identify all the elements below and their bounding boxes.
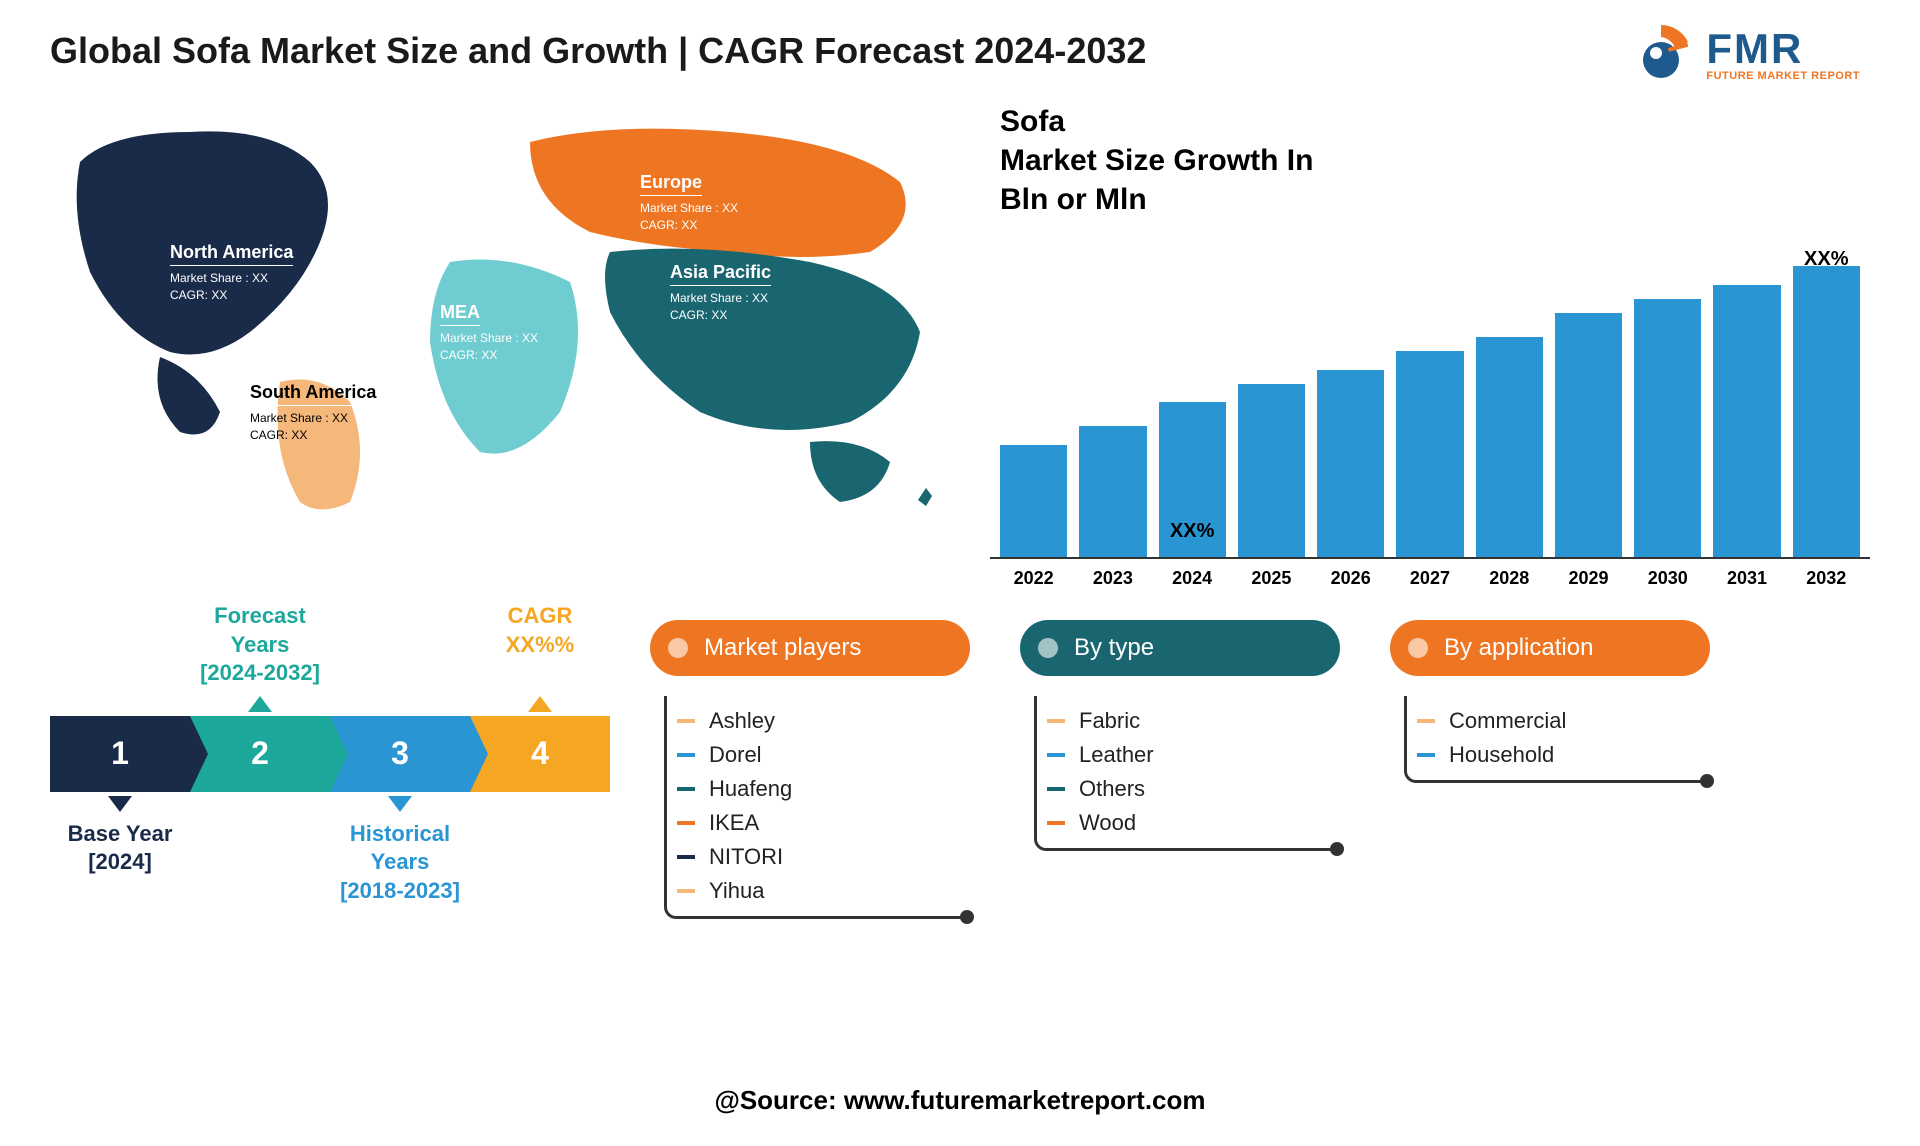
list-item: Dorel bbox=[667, 738, 970, 772]
timeline-seg-3: 3 bbox=[330, 716, 470, 792]
category-section: Market players AshleyDorelHuafengIKEANIT… bbox=[650, 620, 1710, 919]
bar-2027: 2027 bbox=[1396, 351, 1463, 557]
logo-text-sub: FUTURE MARKET REPORT bbox=[1706, 70, 1860, 82]
arrow-up-icon bbox=[248, 696, 272, 712]
region-label-asia-pacific: Asia PacificMarket Share : XXCAGR: XX bbox=[670, 262, 771, 324]
category-pill: Market players bbox=[650, 620, 970, 676]
timeline-label-top: Forecast Years[2024-2032] bbox=[190, 602, 330, 688]
dot-icon bbox=[1038, 638, 1058, 658]
arrow-up-icon bbox=[528, 696, 552, 712]
world-map: North AmericaMarket Share : XXCAGR: XX So… bbox=[50, 102, 950, 522]
list-item: Fabric bbox=[1037, 704, 1340, 738]
category-pill: By application bbox=[1390, 620, 1710, 676]
list-item: Ashley bbox=[667, 704, 970, 738]
dot-icon bbox=[668, 638, 688, 658]
category-by-application: By application CommercialHousehold bbox=[1390, 620, 1710, 919]
source-attribution: @Source: www.futuremarketreport.com bbox=[0, 1085, 1920, 1116]
bar-2032: 2032XX% bbox=[1793, 266, 1860, 557]
bar-2026: 2026 bbox=[1317, 370, 1384, 558]
region-label-europe: EuropeMarket Share : XXCAGR: XX bbox=[640, 172, 738, 234]
timeline-seg-1: 1 bbox=[50, 716, 190, 792]
timeline-label-top: CAGRXX%% bbox=[470, 602, 610, 659]
timeline-seg-4: 4 bbox=[470, 716, 610, 792]
fmr-logo-icon bbox=[1626, 20, 1696, 90]
fmr-logo: FMR FUTURE MARKET REPORT bbox=[1626, 20, 1860, 90]
arrow-down-icon bbox=[388, 796, 412, 812]
category-list: FabricLeatherOthersWood bbox=[1034, 696, 1340, 851]
region-label-mea: MEAMarket Share : XXCAGR: XX bbox=[440, 302, 538, 364]
bar-2028: 2028 bbox=[1476, 337, 1543, 557]
bar-2022: 2022 bbox=[1000, 445, 1067, 558]
category-list: CommercialHousehold bbox=[1404, 696, 1710, 783]
list-item: Huafeng bbox=[667, 772, 970, 806]
region-label-north-america: North AmericaMarket Share : XXCAGR: XX bbox=[170, 242, 293, 304]
list-item: Wood bbox=[1037, 806, 1340, 840]
arrow-down-icon bbox=[108, 796, 132, 812]
bar-annotation: XX% bbox=[1170, 520, 1214, 543]
bar-2025: 2025 bbox=[1238, 384, 1305, 557]
timeline-label-bottom: Base Year[2024] bbox=[50, 820, 190, 877]
timeline-seg-2: 2 bbox=[190, 716, 330, 792]
bar-annotation: XX% bbox=[1804, 248, 1848, 271]
chart-title: Sofa Market Size Growth In Bln or Mln bbox=[1000, 102, 1870, 219]
category-list: AshleyDorelHuafengIKEANITORIYihua bbox=[664, 696, 970, 919]
bar-chart: 202220232024XX%2025202620272028202920302… bbox=[990, 239, 1870, 559]
region-label-south-america: South AmericaMarket Share : XXCAGR: XX bbox=[250, 382, 376, 444]
list-item: Others bbox=[1037, 772, 1340, 806]
bar-2024: 2024XX% bbox=[1159, 402, 1226, 557]
logo-text-main: FMR bbox=[1706, 28, 1860, 70]
category-by-type: By type FabricLeatherOthersWood bbox=[1020, 620, 1340, 919]
list-item: IKEA bbox=[667, 806, 970, 840]
list-item: Commercial bbox=[1407, 704, 1710, 738]
list-item: Household bbox=[1407, 738, 1710, 772]
list-item: Yihua bbox=[667, 874, 970, 908]
bar-2029: 2029 bbox=[1555, 313, 1622, 557]
category-pill: By type bbox=[1020, 620, 1340, 676]
category-market-players: Market players AshleyDorelHuafengIKEANIT… bbox=[650, 620, 970, 919]
timeline: Forecast Years[2024-2032] CAGRXX%% 1234 B… bbox=[50, 602, 610, 906]
page-title: Global Sofa Market Size and Growth | CAG… bbox=[50, 30, 1870, 72]
bar-2031: 2031 bbox=[1713, 285, 1780, 557]
timeline-label-bottom: Historical Years[2018-2023] bbox=[330, 820, 470, 906]
list-item: NITORI bbox=[667, 840, 970, 874]
bar-2023: 2023 bbox=[1079, 426, 1146, 557]
dot-icon bbox=[1408, 638, 1428, 658]
list-item: Leather bbox=[1037, 738, 1340, 772]
bar-2030: 2030 bbox=[1634, 299, 1701, 557]
